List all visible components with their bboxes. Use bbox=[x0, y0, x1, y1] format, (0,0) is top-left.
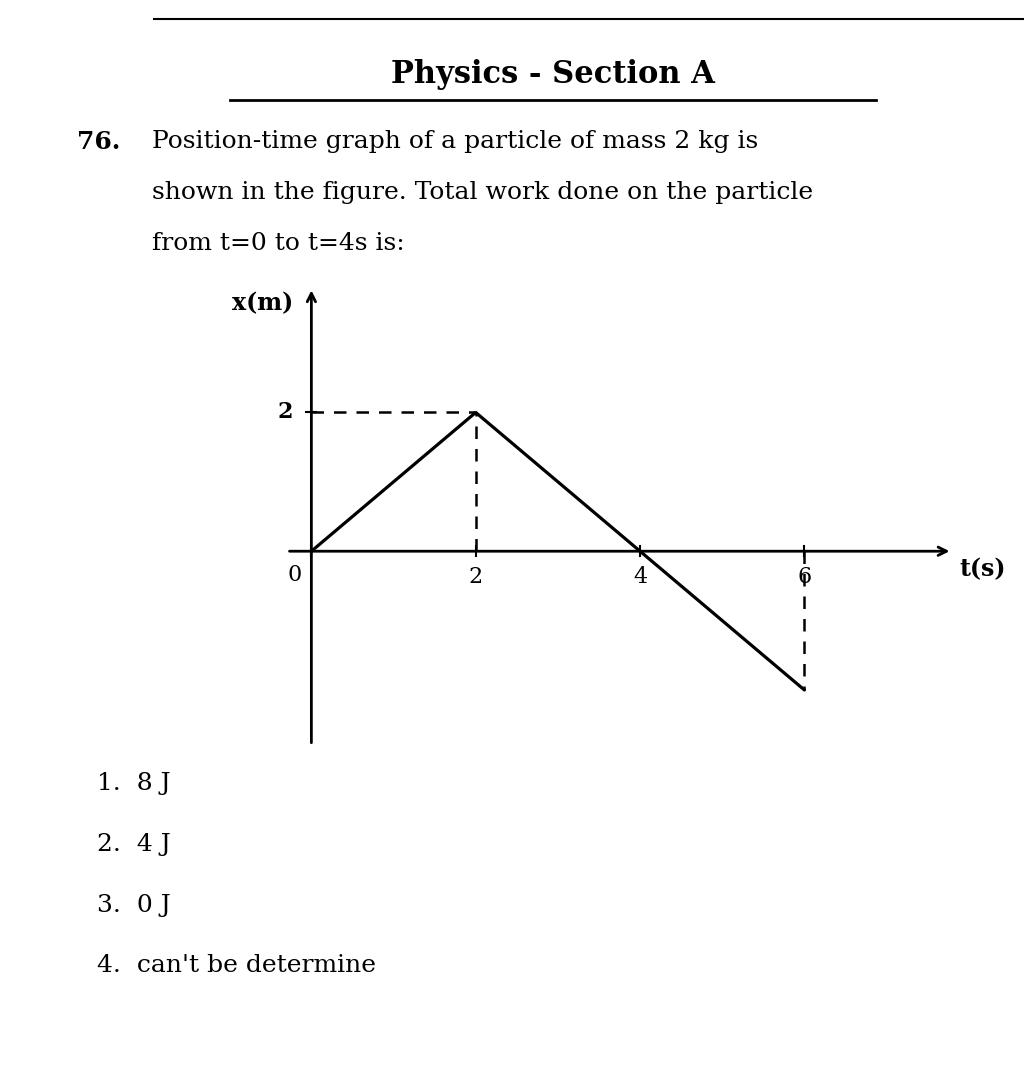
Text: Position-time graph of a particle of mass 2 kg is: Position-time graph of a particle of mas… bbox=[152, 130, 758, 153]
Text: 2.  4 J: 2. 4 J bbox=[97, 833, 171, 856]
Text: 4: 4 bbox=[633, 567, 647, 589]
Text: 1.  8 J: 1. 8 J bbox=[97, 772, 171, 796]
Text: 76.: 76. bbox=[77, 130, 120, 154]
Text: 6: 6 bbox=[798, 567, 811, 589]
Text: 2: 2 bbox=[278, 402, 293, 424]
Text: Physics - Section A: Physics - Section A bbox=[391, 59, 715, 89]
Text: from t=0 to t=4s is:: from t=0 to t=4s is: bbox=[152, 232, 404, 256]
Text: shown in the figure. Total work done on the particle: shown in the figure. Total work done on … bbox=[152, 181, 813, 204]
Text: 3.  0 J: 3. 0 J bbox=[97, 894, 171, 917]
Text: 2: 2 bbox=[469, 567, 482, 589]
Text: t(s): t(s) bbox=[958, 557, 1006, 580]
Text: 0: 0 bbox=[288, 563, 302, 586]
Text: x(m): x(m) bbox=[232, 291, 293, 315]
Text: 4.  can't be determine: 4. can't be determine bbox=[97, 954, 376, 978]
